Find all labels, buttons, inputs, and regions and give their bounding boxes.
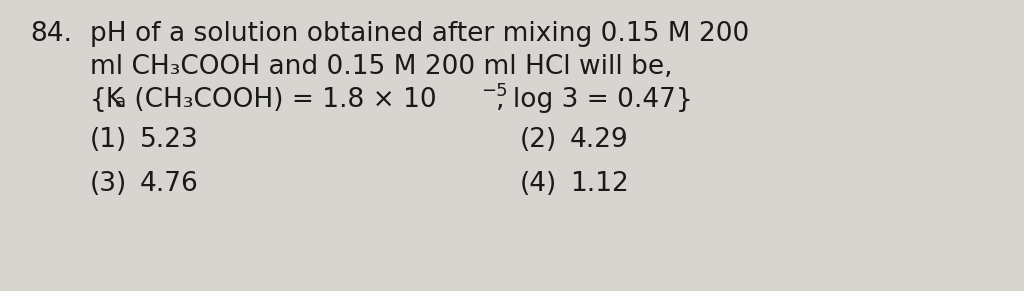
Text: 4.29: 4.29: [570, 127, 629, 153]
Text: pH of a solution obtained after mixing 0.15 M 200: pH of a solution obtained after mixing 0…: [90, 21, 750, 47]
Text: (3): (3): [90, 171, 127, 197]
Text: (CH₃COOH) = 1.8 × 10: (CH₃COOH) = 1.8 × 10: [126, 87, 436, 113]
Text: a: a: [115, 93, 126, 111]
Text: 84.: 84.: [30, 21, 72, 47]
Text: (2): (2): [520, 127, 557, 153]
Text: 5.23: 5.23: [140, 127, 199, 153]
Text: 4.76: 4.76: [140, 171, 199, 197]
Text: 1.12: 1.12: [570, 171, 629, 197]
Text: (4): (4): [520, 171, 557, 197]
Text: ml CH₃COOH and 0.15 M 200 ml HCl will be,: ml CH₃COOH and 0.15 M 200 ml HCl will be…: [90, 54, 673, 80]
Text: {K: {K: [90, 87, 124, 113]
Text: −5: −5: [481, 82, 508, 100]
Text: , log 3 = 0.47}: , log 3 = 0.47}: [496, 87, 692, 113]
Text: (1): (1): [90, 127, 127, 153]
